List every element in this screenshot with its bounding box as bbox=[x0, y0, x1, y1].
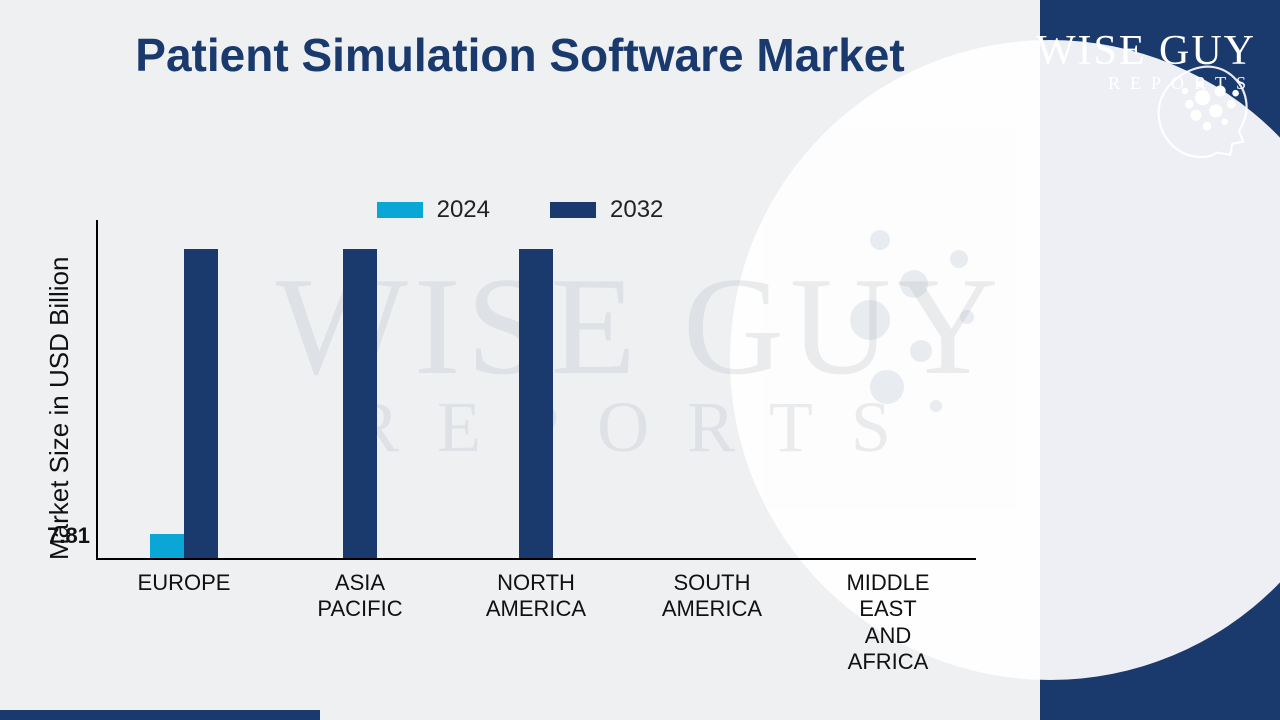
legend-swatch bbox=[377, 202, 423, 218]
category-label: NORTHAMERICA bbox=[448, 570, 624, 623]
report-canvas: WISE GUY REPORTS WISE GUY REPORTS Patien… bbox=[0, 0, 1280, 720]
bar-group: EUROPE bbox=[96, 249, 272, 558]
bar bbox=[343, 249, 377, 558]
category-label: ASIAPACIFIC bbox=[272, 570, 448, 623]
y-tick-label: 7.81 bbox=[47, 523, 90, 549]
bar-chart: EUROPEASIAPACIFICNORTHAMERICASOUTHAMERIC… bbox=[96, 220, 976, 560]
bar-group: ASIAPACIFIC bbox=[272, 249, 448, 558]
chart-title: Patient Simulation Software Market bbox=[0, 28, 1040, 82]
bar bbox=[519, 249, 553, 558]
bar-group: NORTHAMERICA bbox=[448, 249, 624, 558]
bar bbox=[150, 534, 184, 558]
legend-swatch bbox=[550, 202, 596, 218]
bar bbox=[184, 249, 218, 558]
category-label: SOUTHAMERICA bbox=[624, 570, 800, 623]
bottom-accent-bar bbox=[0, 710, 320, 720]
y-axis-label: Market Size in USD Billion bbox=[44, 257, 75, 560]
x-axis-line bbox=[96, 558, 976, 560]
logo-head-icon bbox=[1152, 58, 1262, 168]
category-label: MIDDLEEASTANDAFRICA bbox=[800, 570, 976, 676]
brand-logo: WISE GUY REPORTS bbox=[1036, 30, 1256, 92]
category-label: EUROPE bbox=[96, 570, 272, 596]
